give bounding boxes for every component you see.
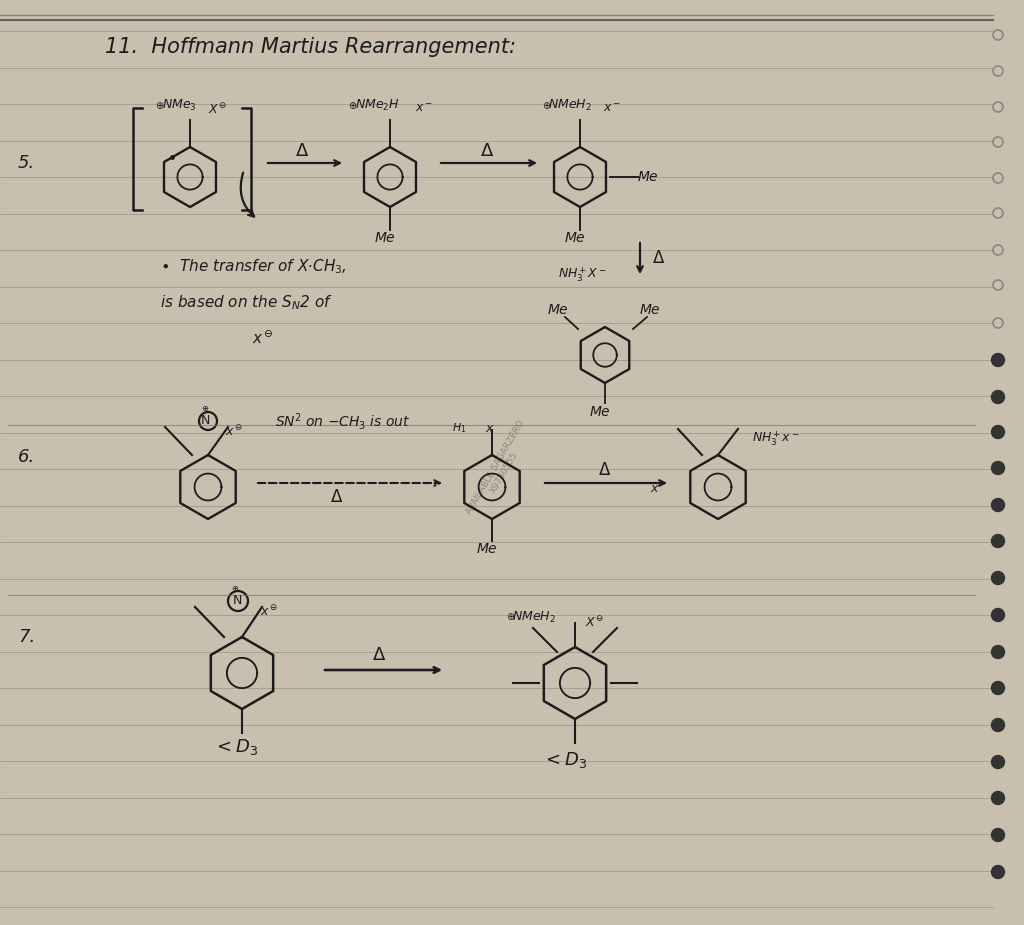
Text: NMeH$_2$: NMeH$_2$ (548, 97, 592, 113)
Text: N: N (201, 414, 210, 427)
Text: 7.: 7. (18, 628, 35, 646)
Circle shape (991, 572, 1005, 585)
Text: $\oplus$: $\oplus$ (155, 100, 164, 110)
Text: Me: Me (375, 231, 395, 245)
Text: is based on the S$_N$2 of: is based on the S$_N$2 of (160, 293, 333, 313)
Text: Me: Me (590, 405, 610, 419)
Circle shape (991, 682, 1005, 695)
Text: N: N (232, 595, 242, 608)
Text: NMe$_2$H: NMe$_2$H (355, 97, 400, 113)
Text: Me: Me (640, 303, 660, 317)
Text: NH$_3^+$X$^-$: NH$_3^+$X$^-$ (558, 265, 607, 284)
Text: $<$D$_3$: $<$D$_3$ (542, 750, 587, 770)
Text: $\oplus$: $\oplus$ (542, 100, 551, 110)
Text: $\Delta$: $\Delta$ (372, 646, 386, 664)
Circle shape (991, 353, 1005, 366)
Text: X$^\ominus$: X$^\ominus$ (208, 102, 227, 117)
Text: AVAILABLE SAGARZERO
X9780555: AVAILABLE SAGARZERO X9780555 (465, 419, 536, 521)
Circle shape (991, 792, 1005, 805)
Circle shape (991, 756, 1005, 769)
Circle shape (991, 719, 1005, 732)
Text: $\Delta$: $\Delta$ (330, 488, 343, 506)
Text: $<$D$_3$: $<$D$_3$ (213, 737, 258, 757)
Text: X$^\ominus$: X$^\ominus$ (585, 614, 604, 630)
Circle shape (991, 829, 1005, 842)
Circle shape (991, 535, 1005, 548)
Text: Me: Me (477, 542, 498, 556)
Text: NH$_3^+$x$^-$: NH$_3^+$x$^-$ (752, 429, 800, 449)
Text: x$^-$: x$^-$ (415, 103, 433, 116)
Text: $\bullet$  The transfer of X$\cdot$CH$_3$,: $\bullet$ The transfer of X$\cdot$CH$_3$… (160, 258, 347, 277)
Text: $\oplus$: $\oplus$ (230, 584, 240, 593)
Circle shape (991, 866, 1005, 879)
Text: $\Delta$: $\Delta$ (295, 142, 309, 160)
Circle shape (991, 609, 1005, 622)
Text: 11.  Hoffmann Martius Rearrangement:: 11. Hoffmann Martius Rearrangement: (105, 37, 516, 57)
Text: $\Delta$: $\Delta$ (480, 142, 495, 160)
Text: Me: Me (565, 231, 586, 245)
Circle shape (991, 390, 1005, 403)
Text: $\Delta$: $\Delta$ (652, 249, 666, 267)
Text: x$^\ominus$: x$^\ominus$ (225, 424, 243, 438)
Circle shape (991, 462, 1005, 475)
Circle shape (991, 646, 1005, 659)
Text: NMe$_3$: NMe$_3$ (162, 97, 197, 113)
Text: x$^\ominus$: x$^\ominus$ (252, 329, 273, 347)
Text: x: x (485, 422, 493, 435)
Text: x$^-$: x$^-$ (603, 103, 621, 116)
Text: 6.: 6. (18, 448, 35, 466)
Text: SN$^2$ on $-$CH$_3$ is out: SN$^2$ on $-$CH$_3$ is out (275, 411, 411, 431)
Text: $\oplus$: $\oplus$ (348, 100, 357, 110)
Text: x$^\ominus$: x$^\ominus$ (260, 603, 279, 619)
Text: $\oplus$: $\oplus$ (506, 611, 515, 623)
Circle shape (991, 426, 1005, 438)
Text: 5.: 5. (18, 154, 35, 172)
Text: $\Delta$: $\Delta$ (598, 461, 611, 479)
Circle shape (991, 499, 1005, 512)
Text: $\oplus$: $\oplus$ (201, 404, 209, 413)
Text: H$_1$: H$_1$ (452, 421, 467, 435)
Text: x: x (650, 483, 657, 496)
Text: NMeH$_2$: NMeH$_2$ (512, 610, 556, 624)
Text: Me: Me (638, 170, 658, 184)
Text: Me: Me (548, 303, 568, 317)
